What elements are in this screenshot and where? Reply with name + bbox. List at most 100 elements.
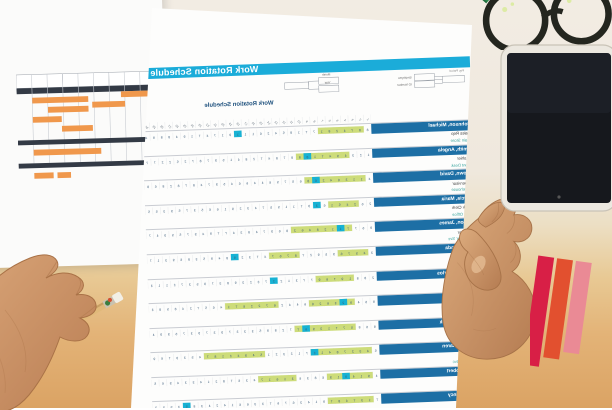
svg-text:22: 22	[205, 122, 210, 127]
svg-text:3: 3	[283, 352, 285, 356]
svg-text:4: 4	[264, 255, 266, 259]
svg-text:11: 11	[289, 119, 294, 124]
svg-text:5: 5	[260, 353, 262, 357]
svg-text:1: 1	[328, 326, 330, 330]
svg-text:6: 6	[323, 203, 325, 207]
svg-text:6: 6	[312, 302, 314, 306]
svg-text:7: 7	[262, 206, 264, 210]
svg-text:7: 7	[343, 326, 345, 330]
svg-text:16: 16	[251, 121, 256, 126]
svg-text:6: 6	[328, 119, 332, 123]
svg-text:4: 4	[208, 404, 210, 408]
svg-text:6: 6	[260, 132, 262, 136]
svg-text:9: 9	[232, 207, 234, 211]
svg-text:7: 7	[320, 119, 324, 123]
svg-text:7: 7	[283, 156, 285, 160]
svg-text:1: 1	[360, 374, 362, 378]
svg-text:8: 8	[314, 376, 316, 380]
svg-text:6: 6	[326, 277, 328, 281]
svg-text:9: 9	[370, 226, 372, 230]
svg-text:7: 7	[231, 379, 233, 383]
svg-text:2: 2	[313, 351, 315, 355]
svg-text:5: 5	[277, 181, 279, 185]
svg-text:6: 6	[299, 376, 301, 380]
svg-text:3: 3	[291, 377, 293, 381]
svg-text:5: 5	[201, 208, 203, 212]
svg-text:1: 1	[332, 228, 334, 232]
svg-text:7: 7	[207, 355, 209, 359]
svg-text:2: 2	[216, 404, 218, 408]
svg-text:3: 3	[191, 331, 193, 335]
svg-text:8: 8	[295, 254, 297, 258]
svg-text:6: 6	[213, 306, 215, 310]
svg-text:9: 9	[313, 327, 315, 331]
svg-text:29: 29	[151, 124, 156, 129]
svg-text:1: 1	[321, 351, 323, 355]
svg-text:9: 9	[373, 300, 375, 304]
svg-text:10: 10	[296, 119, 301, 124]
svg-text:8: 8	[357, 276, 359, 280]
svg-text:1: 1	[269, 378, 271, 382]
svg-text:6: 6	[340, 252, 342, 256]
svg-text:4: 4	[329, 351, 331, 355]
svg-text:7: 7	[303, 278, 305, 282]
svg-text:4: 4	[182, 307, 184, 311]
svg-text:23: 23	[197, 123, 202, 128]
svg-text:4: 4	[344, 129, 346, 133]
svg-text:3: 3	[194, 208, 196, 212]
svg-text:8: 8	[274, 328, 276, 332]
svg-text:7: 7	[313, 130, 315, 134]
svg-text:9: 9	[337, 154, 339, 158]
svg-text:3: 3	[185, 381, 187, 385]
svg-text:7: 7	[183, 332, 185, 336]
svg-text:6: 6	[278, 230, 280, 234]
svg-text:4: 4	[353, 374, 355, 378]
svg-text:9: 9	[210, 232, 212, 236]
svg-text:7: 7	[225, 232, 227, 236]
svg-text:1: 1	[284, 377, 286, 381]
svg-text:8: 8	[193, 184, 195, 188]
svg-text:3: 3	[201, 405, 203, 408]
svg-text:4: 4	[233, 231, 235, 235]
svg-text:1: 1	[268, 353, 270, 357]
svg-text:26: 26	[174, 124, 179, 129]
svg-text:3: 3	[189, 282, 191, 286]
svg-text:6: 6	[300, 180, 302, 184]
svg-text:8: 8	[336, 350, 338, 354]
svg-text:1: 1	[361, 178, 363, 182]
svg-text:3: 3	[335, 301, 337, 305]
svg-text:3: 3	[244, 329, 246, 333]
svg-text:7: 7	[347, 227, 349, 231]
svg-text:2: 2	[324, 228, 326, 232]
svg-text:7: 7	[207, 159, 209, 163]
svg-text:3: 3	[236, 330, 238, 334]
svg-text:1: 1	[208, 380, 210, 384]
svg-text:5: 5	[196, 282, 198, 286]
svg-text:7: 7	[212, 281, 214, 285]
svg-text:1: 1	[252, 132, 254, 136]
svg-text:2: 2	[372, 275, 374, 279]
svg-text:6: 6	[239, 403, 241, 407]
svg-text:2: 2	[230, 354, 232, 358]
svg-text:1: 1	[369, 398, 371, 402]
svg-text:1: 1	[224, 207, 226, 211]
svg-text:1: 1	[337, 375, 339, 379]
svg-text:9: 9	[271, 230, 273, 234]
svg-text:2: 2	[251, 304, 253, 308]
svg-text:4: 4	[252, 354, 254, 358]
svg-text:7: 7	[269, 402, 271, 406]
svg-text:2: 2	[239, 207, 241, 211]
svg-text:24: 24	[190, 123, 195, 128]
svg-text:1: 1	[222, 133, 224, 137]
svg-text:8: 8	[359, 128, 361, 132]
svg-text:2: 2	[215, 380, 217, 384]
svg-text:9: 9	[345, 375, 347, 379]
svg-text:8: 8	[223, 379, 225, 383]
svg-text:8: 8	[214, 355, 216, 359]
svg-text:1: 1	[331, 203, 333, 207]
svg-text:1: 1	[367, 153, 369, 157]
svg-text:6: 6	[362, 227, 364, 231]
svg-text:1: 1	[285, 205, 287, 209]
svg-text:3: 3	[254, 403, 256, 407]
svg-text:3: 3	[219, 281, 221, 285]
